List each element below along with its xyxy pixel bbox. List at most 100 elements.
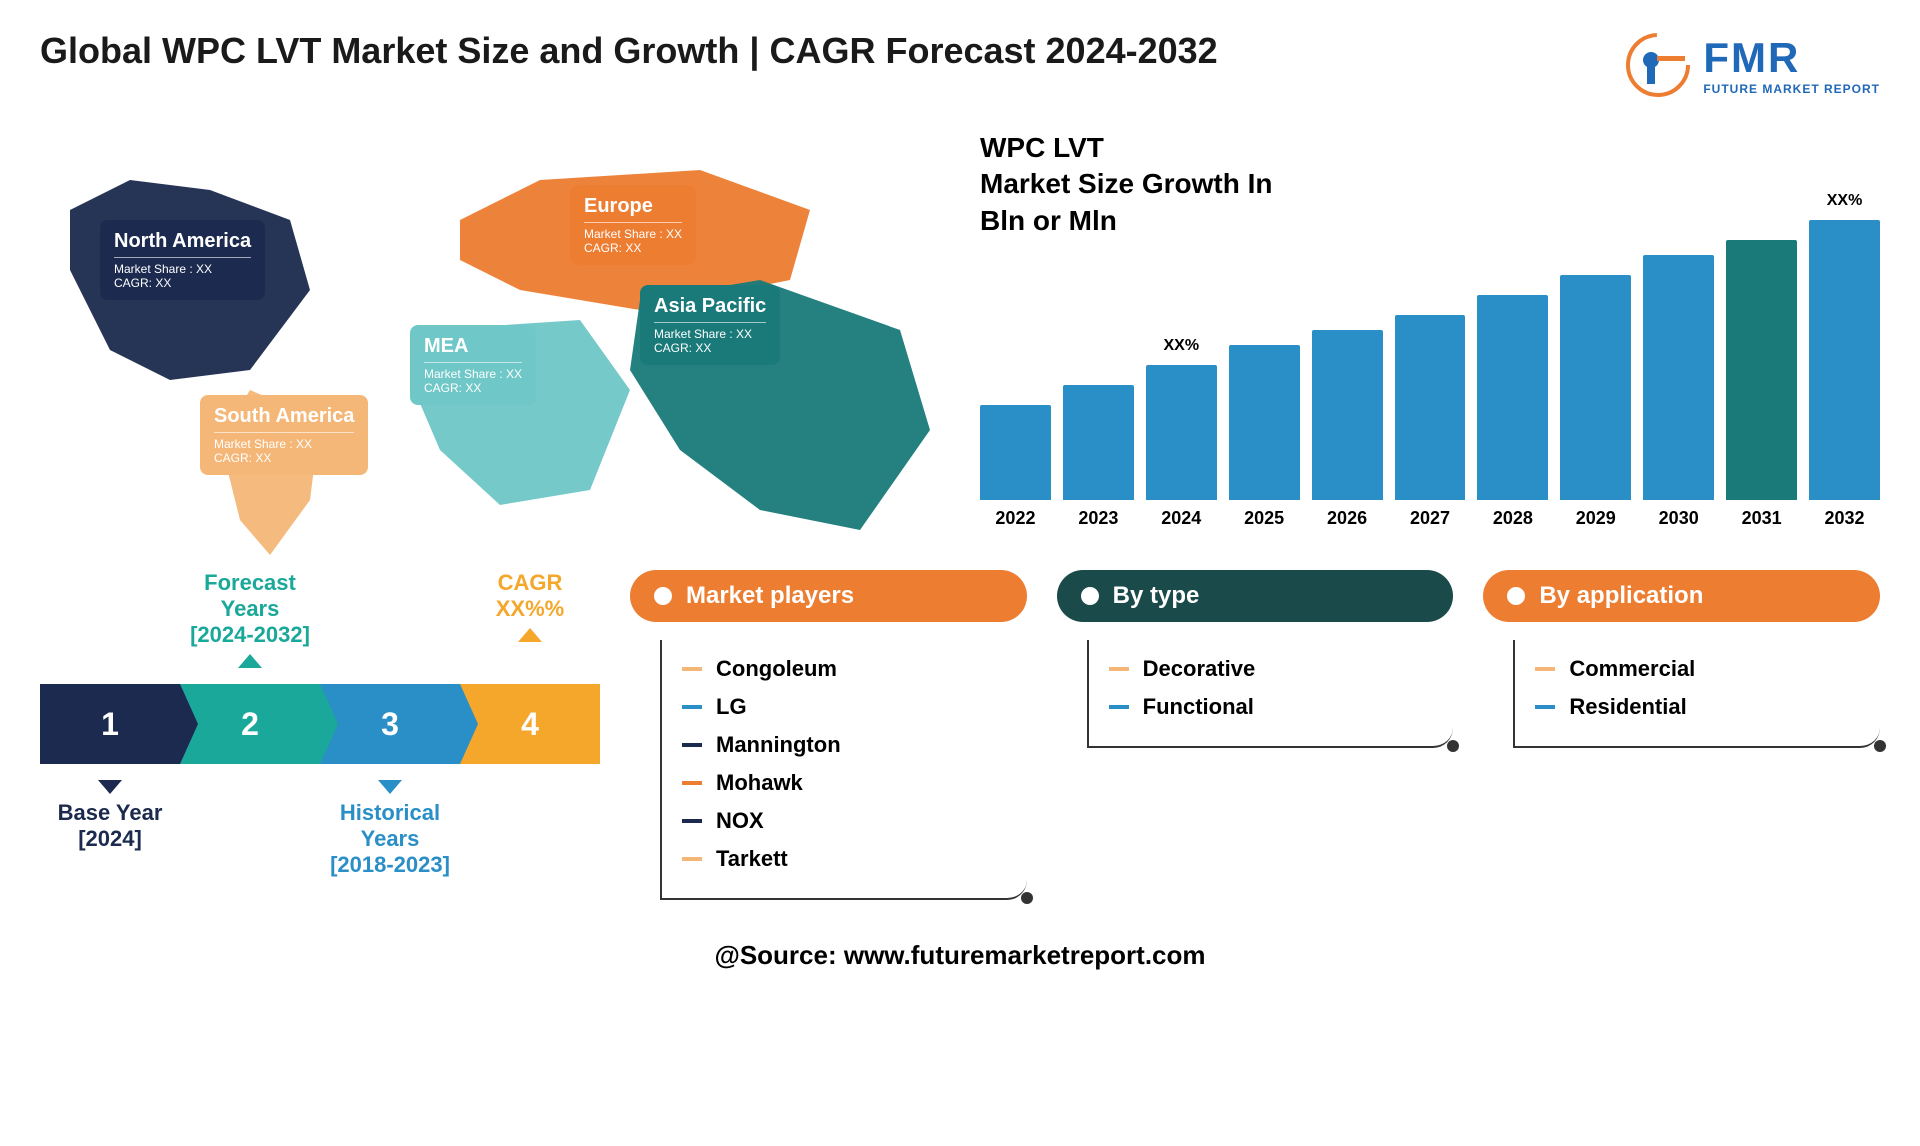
- tick-icon: [682, 857, 702, 861]
- timeline-label-text: Base Year[2024]: [40, 800, 180, 852]
- category-item: LG: [682, 688, 1027, 726]
- category-item-label: Functional: [1143, 694, 1254, 720]
- bar-year-label: 2027: [1410, 508, 1450, 529]
- bar-rect: [1726, 240, 1797, 500]
- map-region-north-america: North America Market Share : XX CAGR: XX: [100, 220, 265, 300]
- header: Global WPC LVT Market Size and Growth | …: [40, 30, 1880, 100]
- tick-icon: [682, 667, 702, 671]
- timeline: Forecast Years[2024-2032] CAGRXX%% 1234 B…: [40, 570, 600, 878]
- region-share: Market Share : XX: [214, 437, 354, 451]
- region-cagr: CAGR: XX: [114, 276, 251, 290]
- categories: Market players Congoleum LG Mannington M…: [630, 570, 1880, 900]
- timeline-seg-3: 3: [320, 684, 460, 764]
- region-share: Market Share : XX: [424, 367, 522, 381]
- category-item-label: Congoleum: [716, 656, 837, 682]
- category-item: Mannington: [682, 726, 1027, 764]
- bar-2029: 2029: [1560, 275, 1631, 529]
- timeline-label-4: CAGRXX%%: [460, 570, 600, 674]
- bar-rect: [1395, 315, 1466, 500]
- category-item-label: Tarkett: [716, 846, 788, 872]
- timeline-bar: 1234: [40, 684, 600, 764]
- category-list: Congoleum LG Mannington Mohawk NOX Tarke…: [660, 640, 1027, 900]
- timeline-seg-2: 2: [180, 684, 320, 764]
- chart-title-l1: WPC LVT: [980, 130, 1880, 166]
- tick-icon: [682, 743, 702, 747]
- timeline-bottom-labels: Base Year[2024] Historical Years[2018-202…: [40, 774, 600, 878]
- category-list: Commercial Residential: [1513, 640, 1880, 748]
- bar-2028: 2028: [1477, 295, 1548, 529]
- category-list: Decorative Functional: [1087, 640, 1454, 748]
- bar-rect: [1477, 295, 1548, 500]
- bar-rect: [1560, 275, 1631, 500]
- bottom-row: Forecast Years[2024-2032] CAGRXX%% 1234 B…: [40, 570, 1880, 900]
- timeline-label-2: Forecast Years[2024-2032]: [180, 570, 320, 674]
- timeline-label-1: Base Year[2024]: [40, 774, 180, 878]
- timeline-label-3: Historical Years[2018-2023]: [320, 774, 460, 878]
- bar-rect: [1229, 345, 1300, 500]
- tick-icon: [682, 705, 702, 709]
- bar-year-label: 2031: [1742, 508, 1782, 529]
- bar-year-label: 2026: [1327, 508, 1367, 529]
- tick-icon: [682, 781, 702, 785]
- region-name: North America: [114, 230, 251, 258]
- category-item-label: Decorative: [1143, 656, 1256, 682]
- chart-title: WPC LVT Market Size Growth In Bln or Mln: [980, 130, 1880, 239]
- region-share: Market Share : XX: [114, 262, 251, 276]
- bar-2032: XX% 2032: [1809, 220, 1880, 529]
- tick-icon: [682, 819, 702, 823]
- category-header: By application: [1483, 570, 1880, 622]
- region-share: Market Share : XX: [654, 327, 766, 341]
- timeline-top-labels: Forecast Years[2024-2032] CAGRXX%%: [40, 570, 600, 674]
- arrow-up-icon: [518, 628, 542, 642]
- dot-icon: [1081, 587, 1099, 605]
- category-title: Market players: [686, 582, 854, 610]
- timeline-label-text: Forecast Years[2024-2032]: [180, 570, 320, 648]
- region-cagr: CAGR: XX: [424, 381, 522, 395]
- region-cagr: CAGR: XX: [654, 341, 766, 355]
- world-map: North America Market Share : XX CAGR: XX…: [40, 130, 940, 530]
- bar-rect: [1063, 385, 1134, 500]
- bar-year-label: 2029: [1576, 508, 1616, 529]
- bar-2026: 2026: [1312, 330, 1383, 529]
- logo-text-main: FMR: [1703, 34, 1880, 82]
- timeline-label-text: Historical Years[2018-2023]: [320, 800, 460, 878]
- category-item: Commercial: [1535, 650, 1880, 688]
- timeline-seg-4: 4: [460, 684, 600, 764]
- bar-year-label: 2030: [1659, 508, 1699, 529]
- category-by-application: By application Commercial Residential: [1483, 570, 1880, 900]
- category-item: Decorative: [1109, 650, 1454, 688]
- bar-year-label: 2022: [995, 508, 1035, 529]
- category-item-label: Residential: [1569, 694, 1686, 720]
- source-text: @Source: www.futuremarketreport.com: [40, 940, 1880, 971]
- dot-icon: [654, 587, 672, 605]
- map-region-asia-pacific: Asia Pacific Market Share : XX CAGR: XX: [640, 285, 780, 365]
- category-item: NOX: [682, 802, 1027, 840]
- bar-year-label: 2024: [1161, 508, 1201, 529]
- chart-title-l3: Bln or Mln: [980, 203, 1880, 239]
- category-item: Residential: [1535, 688, 1880, 726]
- bar-2023: 2023: [1063, 385, 1134, 529]
- bar-2025: 2025: [1229, 345, 1300, 529]
- category-header: By type: [1057, 570, 1454, 622]
- bar-rect: [1312, 330, 1383, 500]
- bar-annot: XX%: [1163, 337, 1199, 355]
- map-region-mea: MEA Market Share : XX CAGR: XX: [410, 325, 536, 405]
- category-item: Mohawk: [682, 764, 1027, 802]
- tick-icon: [1109, 705, 1129, 709]
- logo: FMR FUTURE MARKET REPORT: [1623, 30, 1880, 100]
- category-by-type: By type Decorative Functional: [1057, 570, 1454, 900]
- category-market-players: Market players Congoleum LG Mannington M…: [630, 570, 1027, 900]
- logo-text-sub: FUTURE MARKET REPORT: [1703, 82, 1880, 96]
- bar-chart: 2022 2023 XX% 2024 2025 2026 2027 2028 20…: [980, 249, 1880, 529]
- region-name: MEA: [424, 335, 522, 363]
- dot-icon: [1507, 587, 1525, 605]
- category-item-label: Commercial: [1569, 656, 1695, 682]
- arrow-down-icon: [98, 780, 122, 794]
- region-cagr: CAGR: XX: [214, 451, 354, 465]
- bar-rect: [1146, 365, 1217, 500]
- region-name: Europe: [584, 195, 682, 223]
- tick-icon: [1535, 705, 1555, 709]
- logo-icon: [1623, 30, 1693, 100]
- tick-icon: [1109, 667, 1129, 671]
- timeline-label-text: CAGRXX%%: [460, 570, 600, 622]
